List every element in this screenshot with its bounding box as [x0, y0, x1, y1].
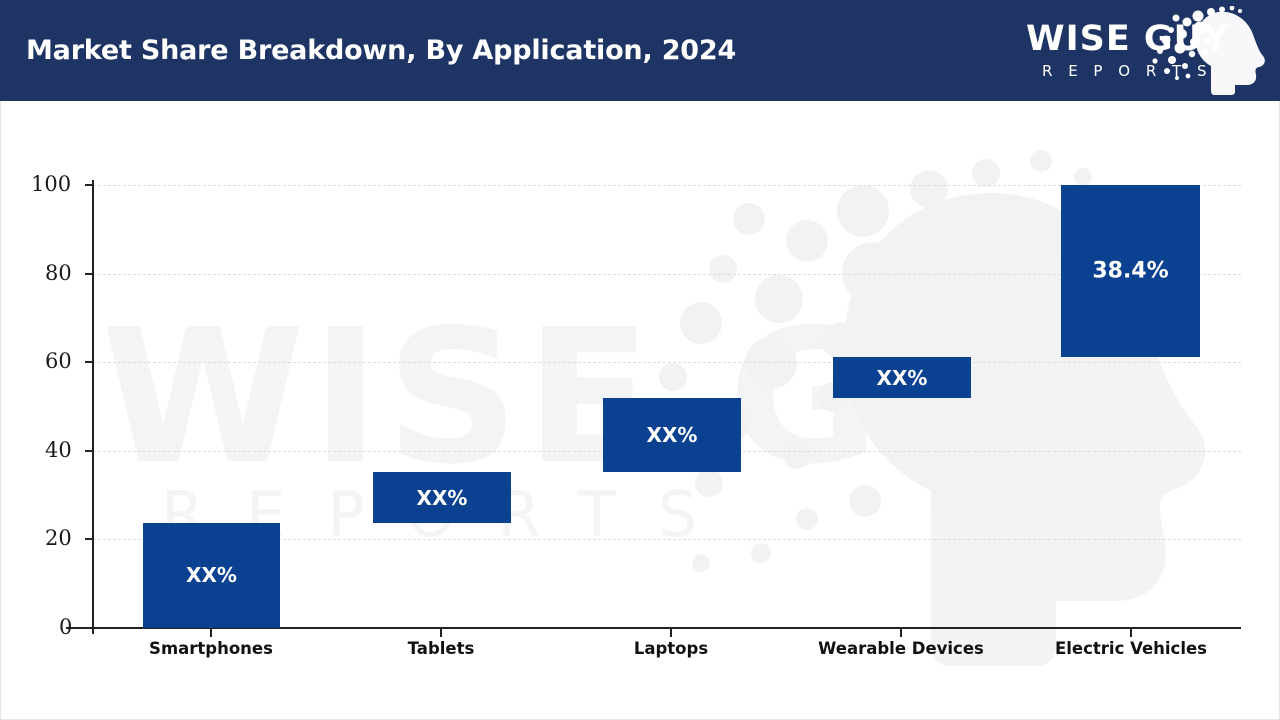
bar-label-smartphones: XX% [186, 563, 237, 587]
gridline-20 [93, 539, 1241, 541]
svg-text:R E P O R T S: R E P O R T S [1042, 62, 1212, 80]
plot-area: XX% XX% XX% XX% 38.4% [93, 185, 1241, 628]
ytick-label-80: 80 [45, 260, 72, 285]
xtick-label-electric-vehicles: Electric Vehicles [1054, 639, 1208, 658]
xtick-label-tablets: Tablets [407, 639, 475, 658]
bar-label-tablets: XX% [416, 485, 468, 510]
xtick-label-laptops: Laptops [633, 639, 709, 658]
bar-wearable-devices[interactable] [833, 357, 971, 398]
ytick-mark-80 [85, 272, 94, 275]
xtick-mark-laptops [670, 628, 672, 637]
xtick-mark-smartphones [210, 628, 212, 637]
y-axis-spine [92, 180, 94, 634]
bar-smartphones[interactable] [143, 523, 280, 628]
ytick-mark-20 [85, 538, 94, 541]
ytick-label-60: 60 [45, 349, 72, 374]
svg-text:WISE GUY: WISE GUY [1026, 19, 1229, 59]
gridline-60 [93, 362, 1241, 364]
bar-label-laptops: XX% [646, 423, 698, 447]
ytick-mark-60 [85, 361, 94, 364]
ytick-mark-100 [85, 184, 94, 186]
xtick-mark-tablets [440, 628, 442, 637]
gridline-80 [93, 273, 1241, 275]
bar-tablets[interactable] [373, 472, 511, 523]
bar-label-electric-vehicles: 38.4% [1092, 258, 1169, 284]
wise-guy-reports-logo: WISE GUY R E P O R T S [1022, 6, 1272, 96]
bar-electric-vehicles[interactable] [1061, 185, 1200, 357]
xtick-label-smartphones: Smartphones [149, 639, 273, 658]
header-bar: Market Share Breakdown, By Application, … [0, 0, 1280, 101]
ytick-label-100: 100 [31, 172, 72, 196]
gridline-100 [93, 185, 1241, 186]
x-axis-spine [66, 627, 1241, 629]
xtick-mark-wearable-devices [900, 628, 902, 637]
bar-label-wearable-devices: XX% [876, 365, 928, 390]
ytick-label-20: 20 [45, 526, 72, 551]
ytick-mark-0 [85, 627, 94, 629]
bar-laptops[interactable] [603, 398, 741, 472]
page-title: Market Share Breakdown, By Application, … [26, 35, 737, 66]
ytick-label-0: 0 [59, 615, 73, 639]
xtick-label-wearable-devices: Wearable Devices [818, 639, 984, 658]
xtick-mark-electric-vehicles [1130, 628, 1132, 637]
ytick-mark-40 [85, 449, 94, 452]
ytick-label-40: 40 [45, 437, 72, 462]
